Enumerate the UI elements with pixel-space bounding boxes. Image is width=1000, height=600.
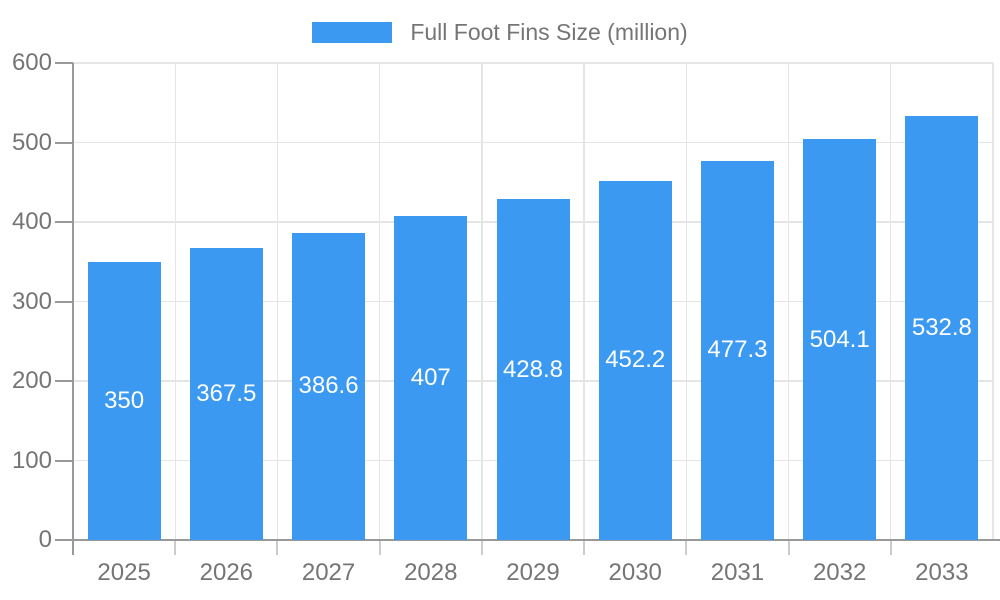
bar[interactable]	[87, 261, 161, 540]
x-axis-label: 2027	[301, 559, 356, 586]
y-axis-line	[72, 63, 74, 555]
y-axis-label: 600	[11, 49, 52, 76]
x-axis-tick	[276, 540, 279, 555]
y-axis-label: 100	[11, 446, 52, 474]
y-axis-tick	[55, 221, 73, 223]
x-axis-label: 2029	[506, 559, 560, 586]
bar-value-label: 350	[104, 386, 145, 414]
bar-value-label: 407	[410, 364, 451, 392]
x-axis-line	[72, 539, 1000, 541]
bar[interactable]	[700, 160, 774, 540]
x-axis-label: 2031	[710, 559, 765, 586]
y-axis-tick	[55, 62, 73, 64]
bar[interactable]	[292, 232, 366, 540]
legend-swatch	[312, 21, 393, 43]
bar-value-label: 428.8	[502, 355, 564, 383]
h-gridline	[73, 141, 993, 144]
h-gridline	[73, 62, 993, 64]
x-axis-tick	[480, 540, 483, 555]
bar[interactable]	[394, 216, 468, 540]
x-axis-label: 2030	[608, 559, 662, 586]
x-axis-tick	[174, 540, 177, 555]
v-gridline	[992, 63, 994, 540]
v-gridline	[890, 63, 892, 540]
x-axis-label: 2028	[404, 559, 458, 586]
y-axis-label: 500	[11, 128, 52, 156]
bar[interactable]	[496, 199, 570, 540]
bar[interactable]	[598, 180, 672, 540]
x-axis-label: 2033	[915, 559, 969, 586]
x-axis-tick	[583, 540, 586, 555]
y-axis-label: 300	[11, 287, 52, 315]
legend-label: Full Foot Fins Size (million)	[410, 18, 688, 45]
y-axis-tick	[55, 141, 73, 144]
v-gridline	[787, 63, 790, 540]
v-gridline	[378, 63, 381, 540]
bar-value-label: 386.6	[298, 372, 359, 400]
y-axis-label: 400	[11, 208, 52, 235]
bar[interactable]	[189, 247, 263, 540]
y-axis-tick	[55, 300, 73, 303]
v-gridline	[685, 63, 688, 540]
bar-value-label: 477.3	[707, 336, 768, 364]
x-axis-tick	[685, 540, 688, 555]
x-axis-tick	[787, 540, 790, 555]
x-axis-label: 2025	[97, 559, 151, 586]
y-axis-tick	[55, 539, 73, 541]
bar-value-label: 532.8	[911, 314, 972, 342]
bar-value-label: 452.2	[605, 346, 666, 374]
x-axis-label: 2026	[199, 559, 254, 586]
v-gridline	[276, 63, 279, 540]
v-gridline	[583, 63, 585, 540]
v-gridline	[481, 63, 483, 540]
bar[interactable]	[803, 139, 877, 540]
v-gridline	[174, 63, 176, 540]
legend[interactable]: Full Foot Fins Size (million)	[0, 18, 1000, 46]
x-axis-tick	[378, 540, 381, 555]
bar-value-label: 504.1	[809, 325, 870, 353]
bar-value-label: 367.5	[196, 379, 257, 407]
x-axis-label: 2032	[812, 559, 867, 586]
y-axis-label: 200	[11, 367, 52, 394]
x-axis-tick	[889, 540, 892, 555]
y-axis-tick	[55, 459, 73, 462]
bar[interactable]	[905, 116, 979, 540]
y-axis-tick	[55, 380, 73, 382]
y-axis-label: 0	[38, 526, 52, 553]
